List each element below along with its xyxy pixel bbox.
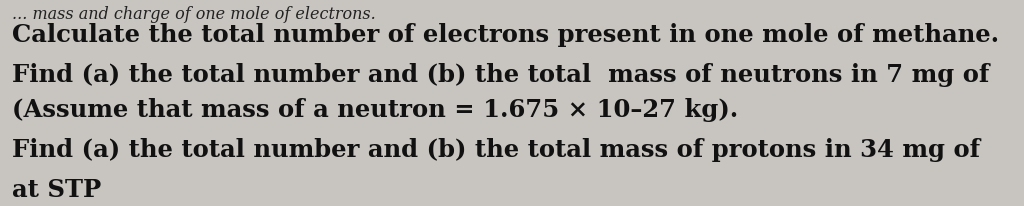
- Text: Find (a) the total number and (b) the total  mass of neutrons in 7 mg of: Find (a) the total number and (b) the to…: [12, 63, 989, 87]
- Text: at STP: at STP: [12, 178, 101, 202]
- Text: Calculate the total number of electrons present in one mole of methane.: Calculate the total number of electrons …: [12, 23, 999, 47]
- Text: Find (a) the total number and (b) the total mass of protons in 34 mg of: Find (a) the total number and (b) the to…: [12, 138, 980, 162]
- Text: ... mass and charge of one mole of electrons.: ... mass and charge of one mole of elect…: [12, 6, 376, 23]
- Text: (Assume that mass of a neutron = 1.675 × 10–27 kg).: (Assume that mass of a neutron = 1.675 ×…: [12, 98, 738, 122]
